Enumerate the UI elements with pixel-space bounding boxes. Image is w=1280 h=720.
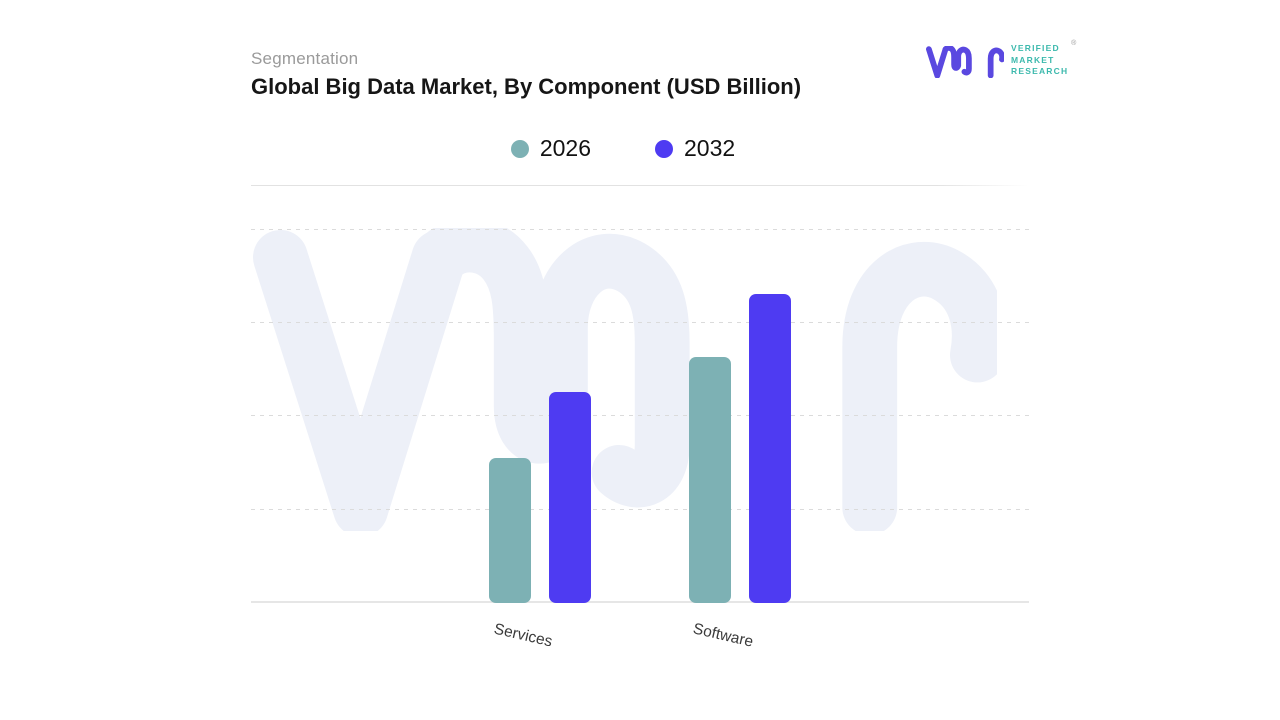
vmr-logo-text: VERIFIED MARKET RESEARCH ® bbox=[1011, 40, 1076, 78]
chart-legend: 2026 2032 bbox=[234, 135, 1012, 162]
chart-eyebrow: Segmentation bbox=[251, 49, 359, 68]
legend-swatch-2032 bbox=[655, 139, 673, 158]
bar-services-2026 bbox=[489, 458, 531, 603]
plot-area: Services Software bbox=[251, 185, 1029, 651]
x-axis-label-services: Services bbox=[492, 620, 554, 651]
vmr-watermark-icon bbox=[253, 228, 997, 531]
legend-swatch-2026 bbox=[510, 139, 529, 158]
logo-word-research: RESEARCH bbox=[1011, 66, 1069, 76]
logo-word-verified: VERIFIED bbox=[1011, 43, 1060, 53]
bar-services-2032 bbox=[549, 392, 591, 603]
vmr-logo: VERIFIED MARKET RESEARCH ® bbox=[926, 40, 1076, 78]
gridline bbox=[251, 322, 1029, 324]
bar-software-2026 bbox=[689, 356, 731, 603]
legend-label-2026: 2026 bbox=[539, 135, 591, 161]
legend-item-2032: 2032 bbox=[655, 135, 735, 162]
x-axis-label-software: Software bbox=[691, 620, 755, 651]
legend-label-2032: 2032 bbox=[684, 135, 736, 161]
gridline bbox=[251, 415, 1029, 417]
registered-trademark-icon: ® bbox=[1071, 40, 1077, 47]
vmr-monogram-icon bbox=[926, 46, 1004, 78]
legend-divider bbox=[251, 185, 1029, 186]
gridline bbox=[251, 228, 1029, 230]
logo-word-market: MARKET bbox=[1011, 54, 1055, 65]
legend-item-2026: 2026 bbox=[510, 135, 591, 162]
bar-software-2032 bbox=[749, 294, 791, 603]
x-axis-line bbox=[251, 601, 1029, 603]
gridline bbox=[251, 508, 1029, 510]
chart-title: Global Big Data Market, By Component (US… bbox=[251, 74, 802, 99]
